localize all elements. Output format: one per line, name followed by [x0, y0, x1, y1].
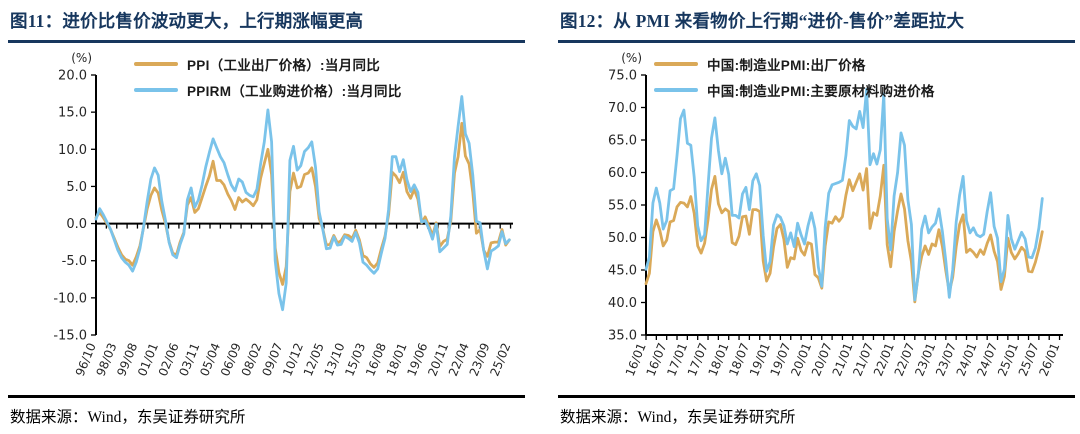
y-axis-label: 70.0 — [608, 101, 637, 116]
legend-item-pmi-input: 中国:制造业PMI:主要原材料购进价格 — [654, 77, 935, 103]
y-axis-label: 5.0 — [66, 180, 87, 195]
y-axis-label: 40.0 — [608, 296, 637, 311]
y-axis-label: -5.0 — [62, 254, 87, 269]
y-axis-label: 65.0 — [608, 134, 637, 149]
ppirm-legend-label: PPIRM（工业购进价格）:当月同比 — [187, 84, 402, 99]
y-axis-label: 35.0 — [608, 329, 637, 344]
y-axis-label: 75.0 — [608, 69, 637, 84]
pmi-input-legend-label: 中国:制造业PMI:主要原材料购进价格 — [707, 84, 935, 99]
legend-item-ppirm: PPIRM（工业购进价格）:当月同比 — [134, 77, 402, 103]
title-divider — [558, 40, 1075, 43]
chart-legend: PPI（工业出厂价格）:当月同比 PPIRM（工业购进价格）:当月同比 — [134, 51, 402, 103]
y-axis-label: -10.0 — [53, 291, 87, 306]
y-axis-label: 20.0 — [58, 69, 87, 84]
legend-item-ppi: PPI（工业出厂价格）:当月同比 — [134, 51, 402, 77]
pmi-input-price-line — [644, 87, 1044, 302]
panel-fig12: 图12：从 PMI 来看物价上行期“进价-售价”差距拉大 中国:制造业PMI:出… — [550, 0, 1079, 434]
y-axis-label: -15.0 — [53, 329, 87, 344]
legend-item-pmi-output: 中国:制造业PMI:出厂价格 — [654, 51, 935, 77]
ppi-ppirm-plot: (%)20.015.010.05.00.0-5.0-10.0-15.096/10… — [53, 51, 513, 378]
title-divider — [8, 40, 525, 43]
figure-11-title: 图11：进价比售价波动更大，上行期涨幅更高 — [10, 11, 364, 31]
pmi-input-line-swatch — [654, 88, 698, 92]
ppi-line — [94, 121, 511, 286]
ppi-legend-label: PPI（工业出厂价格）:当月同比 — [187, 58, 381, 73]
pmi-prices-chart: 中国:制造业PMI:出厂价格 中国:制造业PMI:主要原材料购进价格 (%) 75… — [558, 45, 1075, 393]
pmi-output-price-line — [644, 163, 1044, 304]
chart-legend: 中国:制造业PMI:出厂价格 中国:制造业PMI:主要原材料购进价格 — [654, 51, 935, 103]
y-axis-label: 15.0 — [58, 106, 87, 121]
y-axis-label: 60.0 — [608, 166, 637, 181]
y-axis-unit-label: (%) — [71, 51, 92, 65]
pmi-prices-plot: (%)75.070.065.060.055.050.045.040.035.01… — [608, 51, 1063, 378]
data-source-right: 数据来源：Wind，东吴证券研究所 — [560, 408, 796, 426]
ppirm-line — [94, 95, 511, 312]
ppi-ppirm-chart: PPI（工业出厂价格）:当月同比 PPIRM（工业购进价格）:当月同比 (%) 2… — [8, 45, 525, 393]
y-axis-label: 45.0 — [608, 264, 637, 279]
source-divider — [558, 395, 1075, 398]
ppirm-line-swatch — [134, 88, 178, 92]
y-axis-label: 0.0 — [66, 217, 87, 232]
y-axis-unit-label: (%) — [621, 51, 642, 65]
panel-fig11: 图11：进价比售价波动更大，上行期涨幅更高 PPI（工业出厂价格）:当月同比 P… — [0, 0, 529, 434]
ppi-line-swatch — [134, 62, 178, 66]
y-axis-label: 55.0 — [608, 199, 637, 214]
y-axis-label: 10.0 — [58, 143, 87, 158]
pmi-output-line-swatch — [654, 62, 698, 66]
y-axis-label: 50.0 — [608, 231, 637, 246]
figure-12-title: 图12：从 PMI 来看物价上行期“进价-售价”差距拉大 — [560, 11, 965, 31]
pmi-output-legend-label: 中国:制造业PMI:出厂价格 — [707, 58, 866, 73]
data-source-left: 数据来源：Wind，东吴证券研究所 — [10, 408, 246, 426]
source-divider — [8, 395, 525, 398]
